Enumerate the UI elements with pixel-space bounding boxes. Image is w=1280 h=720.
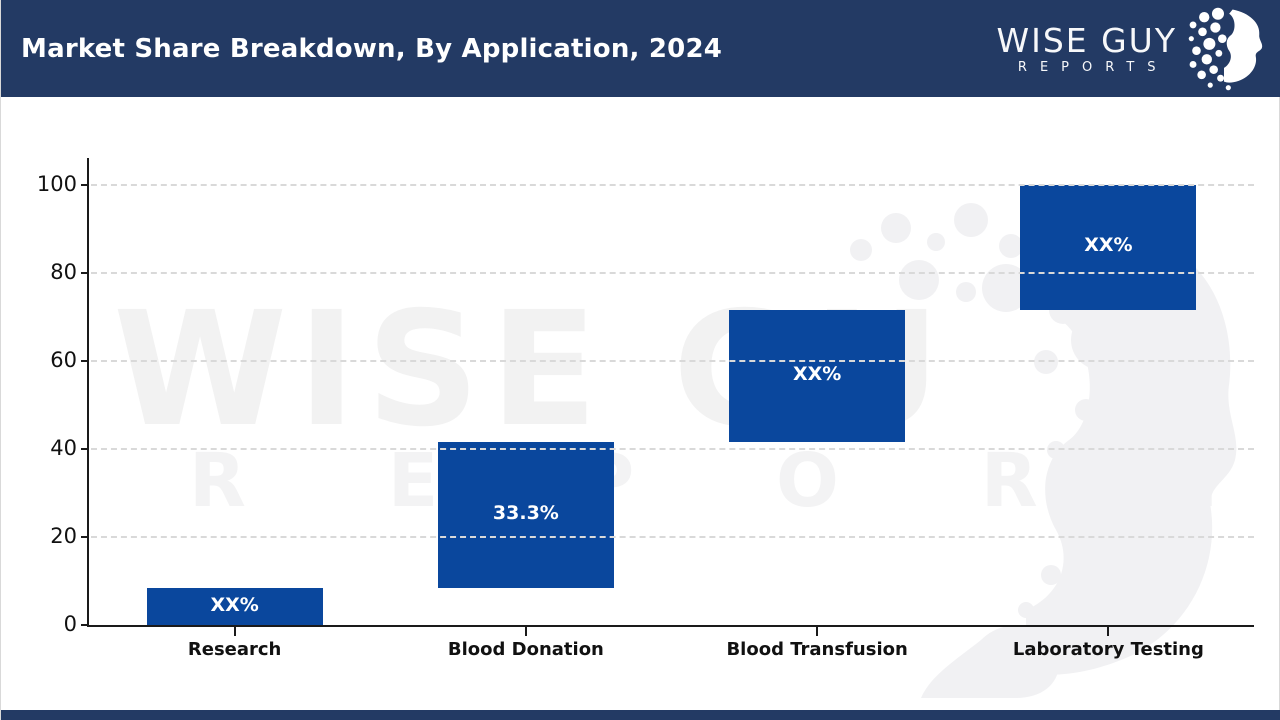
x-tick-mark [816, 627, 819, 636]
bar-value-label: XX% [1084, 234, 1133, 257]
y-tick-mark [81, 360, 88, 362]
logo-head-icon [1188, 7, 1263, 90]
chart-title: Market Share Breakdown, By Application, … [21, 33, 723, 64]
y-axis-line [87, 158, 89, 627]
logo-subtext: REPORTS [1017, 59, 1169, 75]
bar-research [146, 588, 323, 625]
y-tick-label: 0 [63, 612, 77, 636]
x-axis-label: Blood Donation [447, 639, 604, 660]
y-tick-label: 80 [50, 260, 77, 284]
y-tick-mark [81, 184, 88, 186]
gridline-y100 [91, 184, 1254, 186]
x-axis-label: Blood Transfusion [726, 639, 908, 660]
y-tick-label: 100 [36, 172, 77, 196]
y-tick-mark [81, 624, 88, 626]
y-tick-label: 20 [50, 524, 77, 548]
x-tick-mark [524, 627, 527, 636]
gridline-y80 [91, 272, 1254, 274]
bar-value-label: XX% [792, 362, 842, 385]
y-tick-mark [81, 448, 88, 450]
gridline-y60 [91, 360, 1254, 362]
y-tick-label: 40 [50, 436, 77, 460]
bar-value-label: XX% [210, 593, 259, 616]
gridline-y40 [91, 448, 1254, 450]
bar-laboratory-testing [1020, 185, 1197, 310]
y-tick-mark [81, 536, 88, 538]
logo-wordmark: WISE GUY [996, 20, 1177, 60]
x-axis-line [87, 625, 1254, 627]
x-axis-label: Laboratory Testing [1012, 639, 1204, 660]
bar-blood-donation [437, 441, 614, 589]
x-tick-mark [1107, 627, 1110, 636]
footer-bar [1, 710, 1280, 720]
y-tick-label: 60 [50, 348, 77, 372]
bar-blood-transfusion [729, 309, 906, 442]
header-bar: Market Share Breakdown, By Application, … [1, 0, 1280, 97]
x-axis-label: Research [187, 639, 282, 660]
wise-guy-reports-logo: WISE GUY REPORTS [996, 6, 1280, 92]
gridline-y20 [91, 536, 1254, 538]
y-tick-mark [81, 272, 88, 274]
x-tick-mark [233, 627, 236, 636]
bar-value-label: 33.3% [492, 502, 559, 525]
